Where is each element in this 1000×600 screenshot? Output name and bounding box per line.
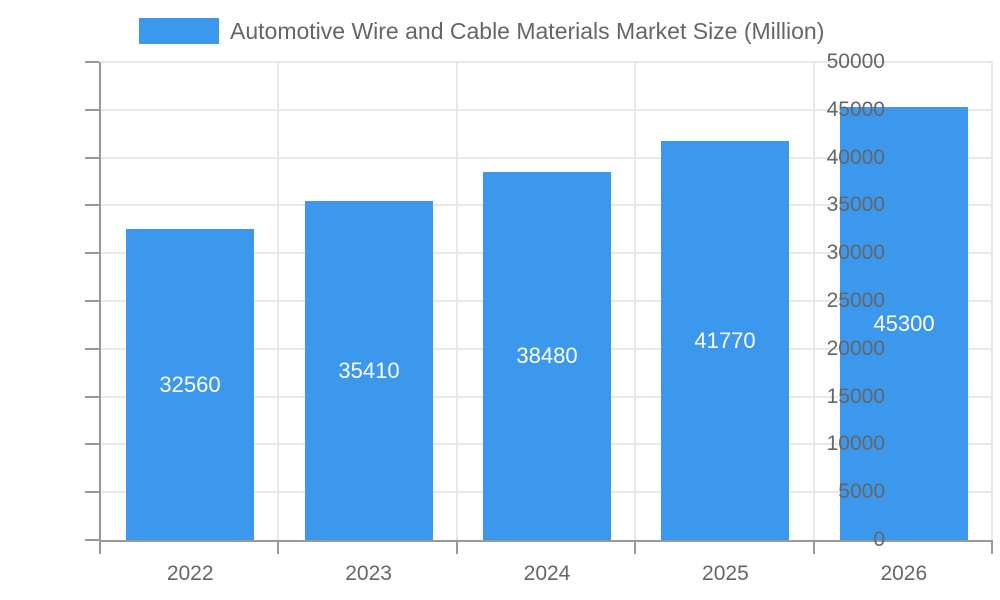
y-tick-label: 10000 [826,432,885,456]
y-tick [85,347,99,350]
y-tick [85,61,99,63]
y-tick [85,156,99,159]
bar-value-label: 45300 [873,310,935,336]
y-tick [85,443,99,446]
y-tick-label: 15000 [826,384,885,408]
x-tick [634,542,637,554]
y-tick-label: 20000 [826,336,885,360]
bar-value-label: 38480 [516,343,578,368]
v-gridline [634,62,637,540]
h-gridline [101,156,993,159]
y-tick-label: 50000 [826,50,885,73]
y-tick [85,491,99,494]
x-tick-label: 2025 [702,562,749,585]
y-tick-label: 5000 [838,480,885,504]
bar-2022[interactable]: 32560 [126,229,254,540]
y-tick-label: 25000 [826,289,885,312]
plot-area: 32560 35410 38480 41770 45300 [85,61,993,554]
x-tick [455,542,458,554]
bar-2023[interactable]: 35410 [305,201,433,540]
x-tick-label: 2022 [166,562,214,585]
x-tick-label: 2023 [345,562,392,585]
v-gridline [812,62,815,540]
x-axis-line [99,540,993,542]
y-tick [85,395,99,398]
y-tick [85,300,99,302]
legend-swatch[interactable] [139,18,219,44]
v-gridline [455,62,458,540]
y-tick [85,108,99,111]
x-tick-label: 2024 [523,562,571,585]
y-tick [85,252,99,255]
bar-2024[interactable]: 38480 [483,172,611,540]
y-tick-label: 45000 [826,97,885,121]
legend-label: Automotive Wire and Cable Materials Mark… [230,18,825,44]
y-tick-label: 0 [873,528,885,551]
bar-2026[interactable]: 45300 [840,107,968,540]
x-tick-label: 2026 [880,562,928,585]
bar-2025[interactable]: 41770 [661,141,789,540]
x-tick [812,542,815,554]
v-gridline [277,62,280,540]
legend-item[interactable]: Automotive Wire and Cable Materials Mark… [139,18,824,44]
x-tick [277,542,280,554]
x-tick [99,542,101,554]
bar-value-label: 41770 [694,327,756,353]
y-tick-label: 35000 [826,193,885,217]
x-tick [991,542,993,554]
bar-value-label: 35410 [338,357,400,383]
h-gridline [101,61,993,63]
y-tick-label: 40000 [826,145,885,169]
bar-value-label: 32560 [159,371,221,397]
h-gridline [101,108,993,111]
v-gridline [991,62,993,540]
y-tick [85,539,99,541]
y-axis-line [99,62,101,554]
y-tick [85,204,99,207]
y-tick-label: 30000 [826,241,885,265]
